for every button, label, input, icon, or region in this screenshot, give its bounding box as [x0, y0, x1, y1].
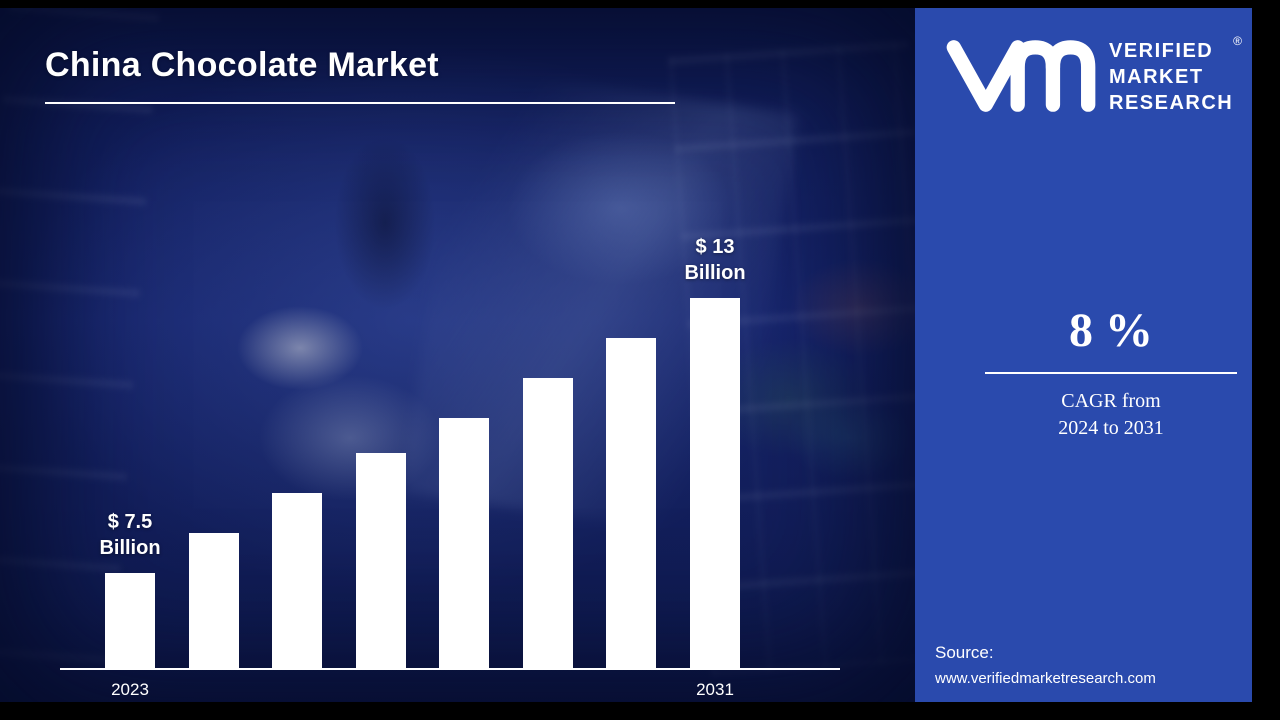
x-axis-line	[60, 668, 840, 670]
bar-value-label: $ 7.5 Billion	[99, 511, 161, 559]
bar-value-label: $ 13 Billion	[684, 236, 746, 284]
cagr-stat: 8 % CAGR from 2024 to 2031	[985, 306, 1237, 442]
info-panel: VERIFIED MARKET RESEARCH ® 8 % CAGR from…	[915, 8, 1252, 702]
registered-trademark: ®	[1233, 34, 1242, 48]
brand-name-line: MARKET	[1109, 66, 1204, 88]
vmr-monogram-icon	[946, 40, 1096, 112]
bar-series	[60, 298, 840, 668]
x-axis-tick-label: 2031	[696, 680, 734, 699]
cagr-label-line1: CAGR from	[1061, 390, 1161, 412]
bar	[689, 298, 740, 668]
stat-divider	[985, 372, 1237, 374]
chart-section: China Chocolate Market $ 7.5 Billion $ 13 B…	[0, 8, 915, 702]
bar	[272, 493, 323, 668]
page-title: China Chocolate Market	[45, 46, 439, 84]
brand-name: VERIFIED MARKET RESEARCH	[1109, 34, 1233, 118]
bar	[105, 573, 155, 668]
bar-chart: $ 7.5 Billion $ 13 Billion 2023 2031	[60, 236, 840, 699]
brand-name-line: RESEARCH	[1109, 92, 1234, 114]
x-axis-tick-label: 2023	[111, 680, 149, 699]
source-label: Source:	[935, 643, 994, 662]
bar	[606, 338, 657, 668]
title-underline	[45, 102, 675, 104]
source-block: Source: www.verifiedmarketresearch.com	[935, 640, 1156, 692]
brand-name-line: VERIFIED	[1109, 40, 1214, 62]
bar	[188, 533, 239, 668]
cagr-value: 8 %	[1069, 304, 1153, 357]
source-url: www.verifiedmarketresearch.com	[935, 670, 1156, 687]
bar	[439, 418, 490, 668]
cagr-label: CAGR from 2024 to 2031	[985, 388, 1237, 442]
bar	[355, 453, 406, 668]
cagr-label-line2: 2024 to 2031	[1058, 417, 1164, 439]
brand-logo: VERIFIED MARKET RESEARCH ®	[945, 34, 1242, 118]
bar	[522, 378, 573, 668]
